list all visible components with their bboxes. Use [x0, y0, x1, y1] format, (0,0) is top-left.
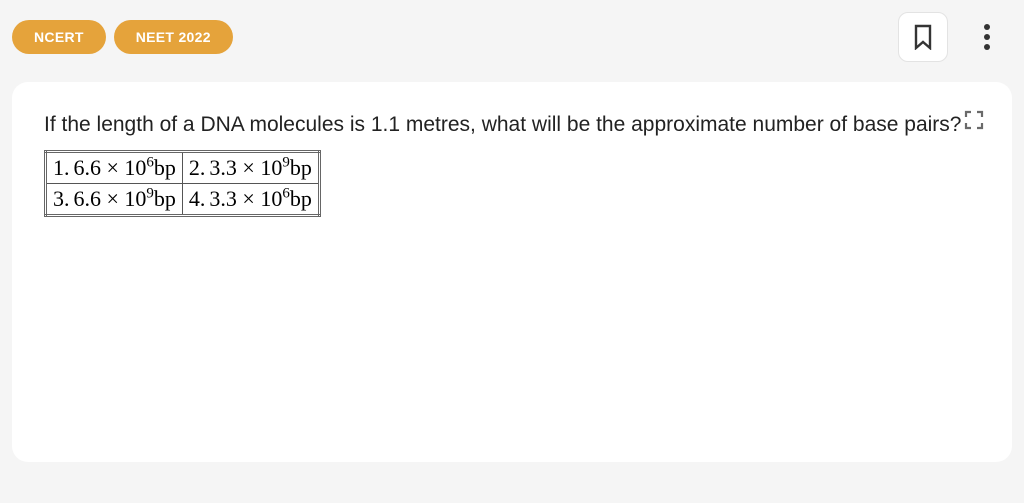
expand-button[interactable]	[962, 108, 986, 132]
option-exp: 9	[146, 186, 153, 202]
option-unit: bp	[154, 155, 176, 180]
more-vertical-icon	[983, 23, 991, 51]
times-symbol: ×	[242, 186, 254, 211]
ten: 10	[260, 186, 282, 211]
option-exp: 9	[282, 155, 289, 171]
option-coef: 3.3	[209, 155, 237, 180]
option-number: 1.	[53, 155, 70, 180]
times-symbol: ×	[107, 186, 119, 211]
option-cell-2[interactable]: 2.3.3 × 109bp	[182, 152, 319, 184]
badge-neet-2022[interactable]: NEET 2022	[114, 20, 233, 54]
question-text: If the length of a DNA molecules is 1.1 …	[44, 110, 964, 140]
table-row: 1.6.6 × 106bp 2.3.3 × 109bp	[46, 152, 320, 184]
option-cell-3[interactable]: 3.6.6 × 109bp	[46, 184, 183, 216]
bookmark-icon	[912, 24, 934, 50]
times-symbol: ×	[242, 155, 254, 180]
question-card: If the length of a DNA molecules is 1.1 …	[12, 82, 1012, 462]
more-button[interactable]	[962, 12, 1012, 62]
times-symbol: ×	[107, 155, 119, 180]
ten: 10	[124, 186, 146, 211]
option-unit: bp	[290, 155, 312, 180]
option-coef: 6.6	[74, 155, 102, 180]
option-cell-4[interactable]: 4.3.3 × 106bp	[182, 184, 319, 216]
option-number: 2.	[189, 155, 206, 180]
table-row: 3.6.6 × 109bp 4.3.3 × 106bp	[46, 184, 320, 216]
badge-group: NCERT NEET 2022	[12, 20, 233, 54]
expand-icon	[963, 109, 985, 131]
option-cell-1[interactable]: 1.6.6 × 106bp	[46, 152, 183, 184]
header-actions	[898, 12, 1012, 62]
option-coef: 6.6	[74, 186, 102, 211]
option-coef: 3.3	[209, 186, 237, 211]
ten: 10	[124, 155, 146, 180]
bookmark-button[interactable]	[898, 12, 948, 62]
ten: 10	[260, 155, 282, 180]
options-table: 1.6.6 × 106bp 2.3.3 × 109bp 3.6.6 × 109b…	[44, 150, 321, 217]
option-unit: bp	[154, 186, 176, 211]
option-unit: bp	[290, 186, 312, 211]
header-row: NCERT NEET 2022	[12, 12, 1012, 62]
option-exp: 6	[146, 155, 153, 171]
badge-ncert[interactable]: NCERT	[12, 20, 106, 54]
option-number: 4.	[189, 186, 206, 211]
option-exp: 6	[282, 186, 289, 202]
option-number: 3.	[53, 186, 70, 211]
